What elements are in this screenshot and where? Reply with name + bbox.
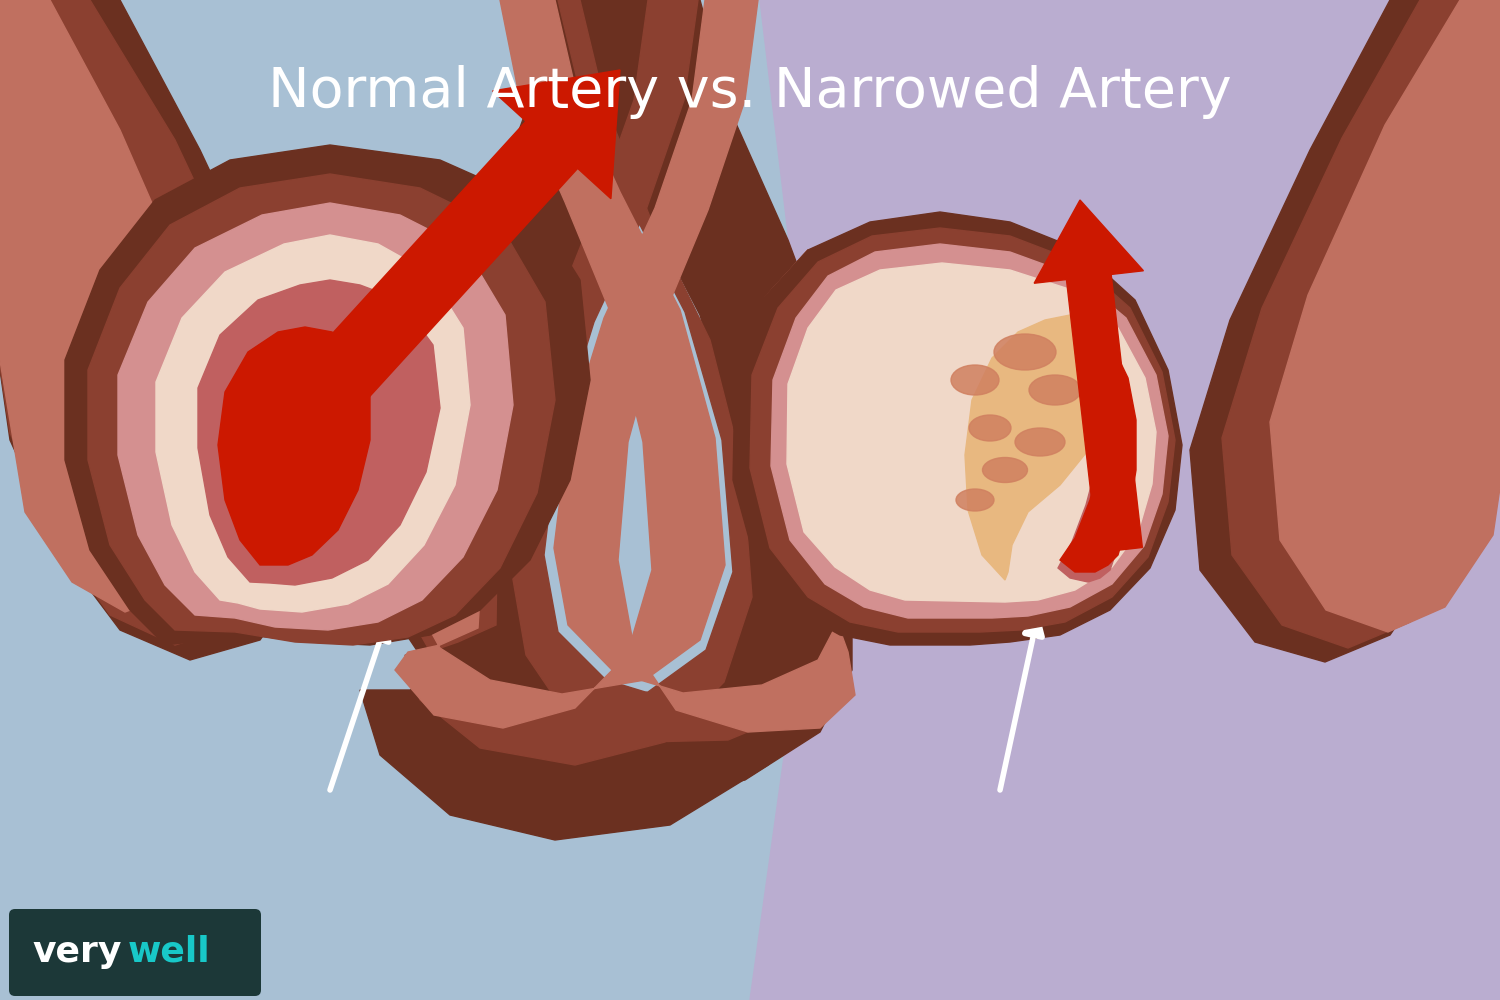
Text: Normal Artery vs. Narrowed Artery: Normal Artery vs. Narrowed Artery [268, 65, 1232, 119]
Polygon shape [1270, 0, 1500, 632]
Ellipse shape [1016, 428, 1065, 456]
Polygon shape [405, 0, 752, 765]
Polygon shape [360, 0, 855, 840]
Polygon shape [0, 0, 320, 660]
Ellipse shape [982, 458, 1028, 483]
Polygon shape [0, 0, 225, 612]
Polygon shape [1058, 332, 1136, 582]
Text: well: well [128, 935, 210, 969]
Polygon shape [198, 280, 440, 585]
Polygon shape [156, 235, 470, 612]
Ellipse shape [969, 415, 1011, 441]
Polygon shape [750, 0, 1500, 1000]
Polygon shape [734, 212, 1182, 645]
Polygon shape [1222, 0, 1500, 648]
FancyArrow shape [1034, 200, 1143, 553]
Ellipse shape [1029, 375, 1081, 405]
Polygon shape [1060, 328, 1136, 572]
Polygon shape [0, 0, 296, 645]
Polygon shape [64, 145, 590, 645]
FancyBboxPatch shape [9, 909, 261, 996]
Polygon shape [0, 0, 821, 1000]
FancyArrow shape [284, 70, 620, 434]
Polygon shape [964, 315, 1112, 580]
Polygon shape [788, 263, 1156, 602]
Polygon shape [750, 228, 1174, 632]
Polygon shape [394, 0, 724, 728]
Ellipse shape [951, 365, 999, 395]
Polygon shape [510, 0, 840, 742]
Polygon shape [1190, 0, 1500, 662]
Polygon shape [217, 327, 370, 565]
Polygon shape [771, 244, 1168, 618]
Polygon shape [554, 0, 855, 732]
Ellipse shape [994, 334, 1056, 370]
Text: very: very [32, 935, 122, 969]
Ellipse shape [956, 489, 994, 511]
Polygon shape [118, 203, 513, 630]
Polygon shape [88, 174, 555, 645]
Polygon shape [410, 0, 852, 800]
